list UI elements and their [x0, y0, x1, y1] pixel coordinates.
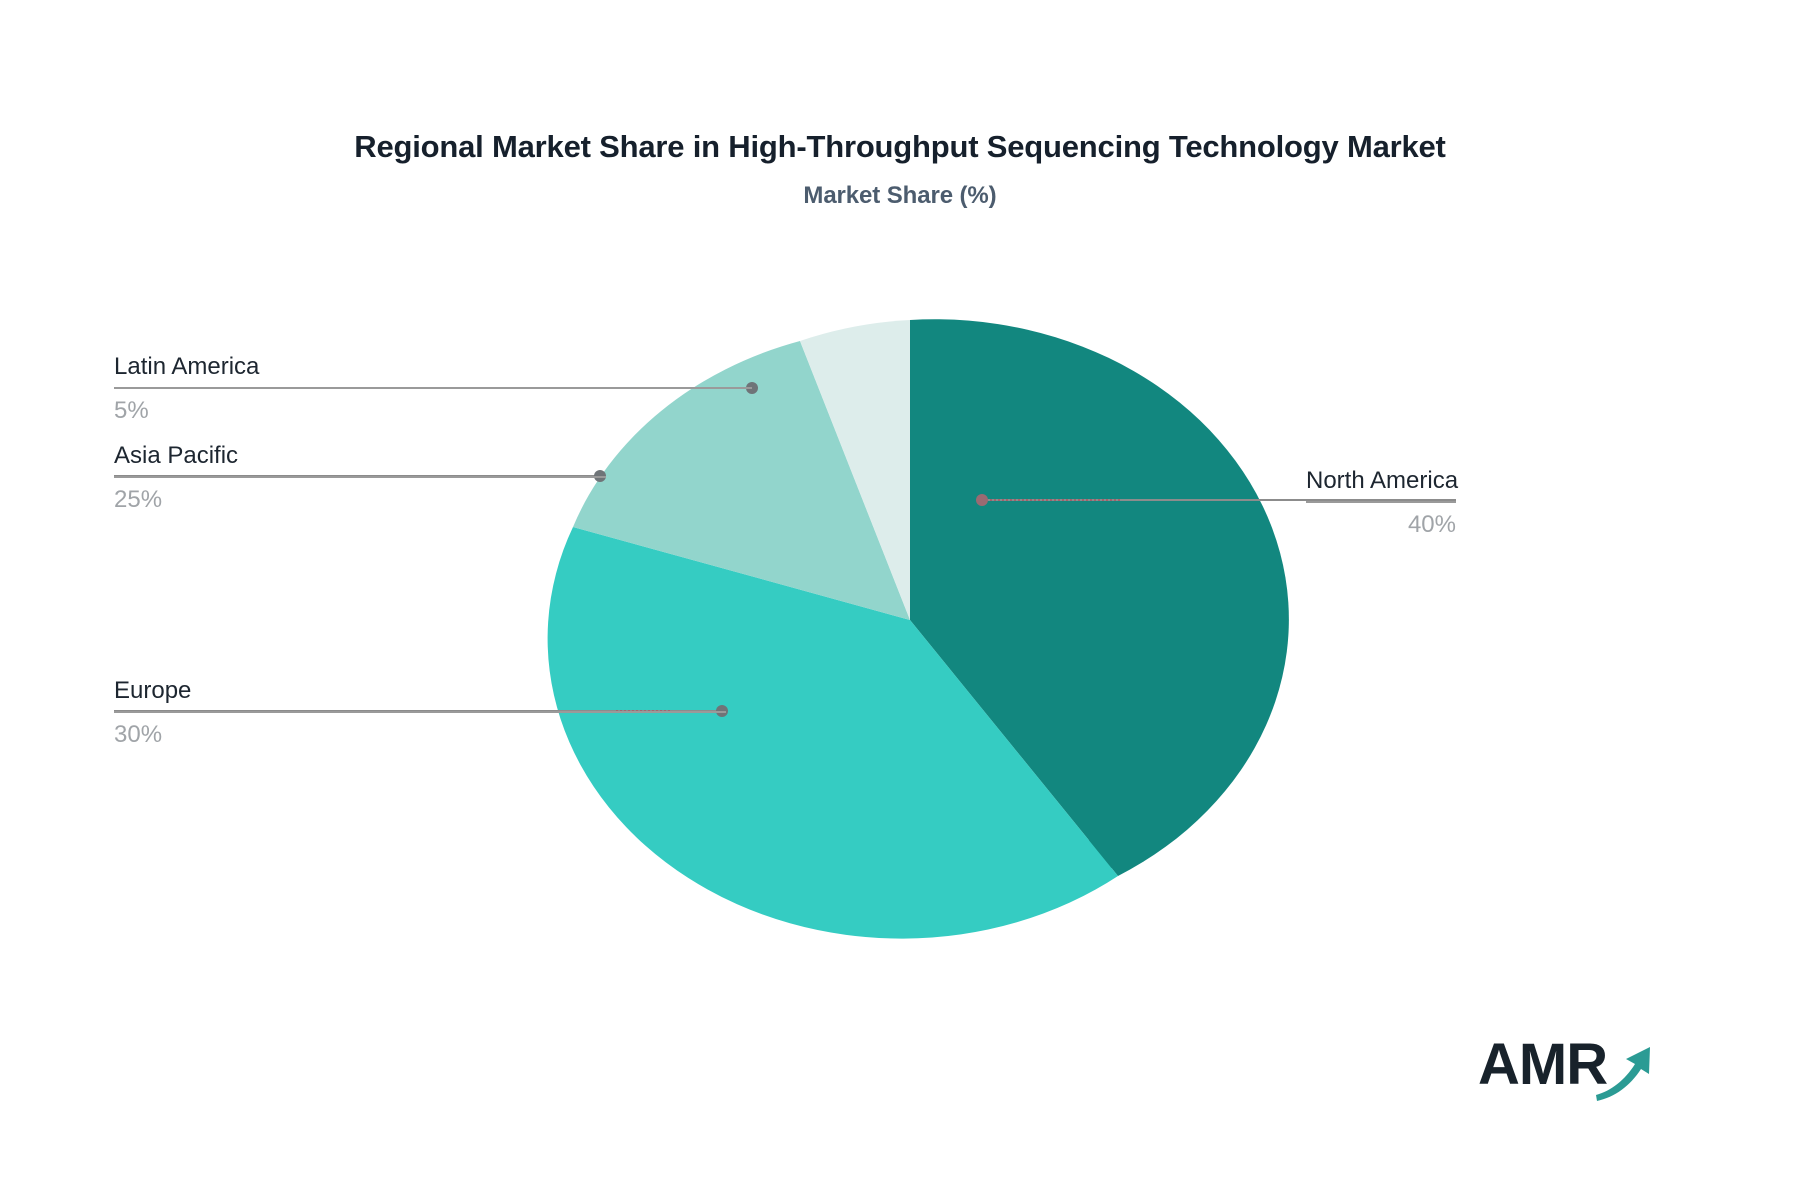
callout-asia-pacific: Asia Pacific 25%: [114, 441, 606, 515]
title-block: Regional Market Share in High-Throughput…: [0, 128, 1800, 210]
callout-rule-latin-america: [114, 387, 752, 389]
slice-europe[interactable]: [547, 527, 1118, 939]
chart-subtitle: Market Share (%): [803, 182, 997, 210]
amr-logo-wordmark: AMR: [1478, 1032, 1607, 1097]
slice-latin-america[interactable]: [800, 320, 910, 620]
callout-label-europe: Europe: [114, 677, 192, 704]
callout-rule-north-america: [1306, 501, 1456, 503]
callout-rule-europe: [114, 711, 726, 713]
callout-latin-america: Latin America 5%: [114, 352, 752, 426]
growth-arrow-icon: [1596, 1047, 1650, 1101]
callout-rule-asia-pacific: [114, 476, 606, 478]
callout-north-america: North America 40%: [1306, 466, 1459, 540]
pie-top-faces: [547, 319, 1289, 939]
slice-north-america[interactable]: [910, 319, 1289, 877]
leader-dot-latin-america: [746, 382, 758, 394]
callout-value-latin-america: 5%: [114, 397, 149, 424]
callout-label-asia-pacific: Asia Pacific: [114, 442, 239, 469]
page-title: Regional Market Share in High-Throughput…: [354, 129, 1446, 164]
callout-label-north-america: North America: [1306, 467, 1459, 494]
leader-dot-north-america: [976, 494, 988, 506]
amr-logo: AMR: [1478, 1030, 1658, 1102]
callout-label-latin-america: Latin America: [114, 353, 260, 380]
slice-asia-pacific[interactable]: [573, 341, 910, 620]
callout-value-europe: 30%: [114, 721, 163, 748]
callout-value-north-america: 40%: [1407, 511, 1456, 538]
callout-europe: Europe 30%: [114, 676, 726, 750]
callout-value-asia-pacific: 25%: [114, 486, 163, 513]
amr-logo-svg: AMR: [1478, 1032, 1650, 1101]
